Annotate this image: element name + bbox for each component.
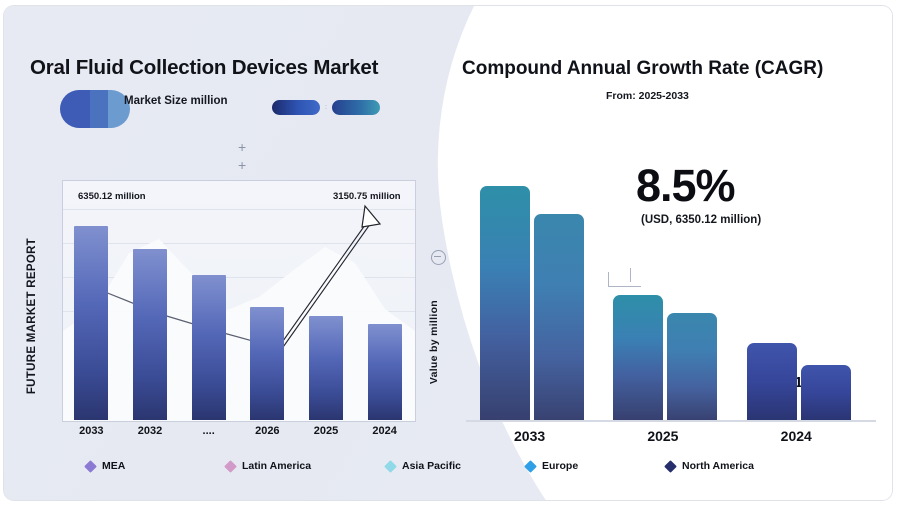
left-chart-title: Oral Fluid Collection Devices Market: [30, 56, 379, 79]
legend-item-asia-pacific[interactable]: Asia Pacific: [384, 459, 461, 473]
decorative-bracket: [608, 272, 641, 287]
left-annotation-end: 3150.75 million: [333, 191, 401, 202]
left-x-label: ....: [202, 425, 215, 437]
right-bar: [534, 213, 584, 420]
cagr-note: (USD, 6350.12 million): [641, 214, 762, 226]
right-bar: [746, 342, 797, 420]
legend-diamond-icon: [384, 459, 397, 473]
right-x-label: 2025: [647, 428, 679, 444]
left-x-label: 2032: [137, 425, 163, 437]
left-x-axis-labels: 2033 2032.... 2026 2025 2024: [62, 425, 414, 443]
right-x-label: 2024: [780, 428, 812, 444]
left-bar: [367, 323, 402, 420]
left-trendline-overlay: [95, 204, 382, 351]
gradient-pill-2: [331, 100, 380, 115]
minus-circle-icon: [431, 250, 446, 265]
right-x-label: 2033: [514, 428, 546, 444]
right-bar: [667, 313, 718, 420]
left-bar: [309, 316, 343, 420]
decorative-bracket-tick: [630, 268, 631, 282]
left-x-label: 2026: [255, 425, 280, 437]
legend-label: Europe: [542, 460, 579, 472]
plus-icon-2: +: [238, 157, 247, 173]
market-size-caption: Market Size million: [124, 95, 228, 107]
right-baseline: [466, 420, 876, 422]
gradient-pill-1: [272, 100, 320, 115]
right-chart-subtitle: From: 2025-2033: [606, 90, 689, 102]
right-bar: [800, 364, 851, 420]
plus-icon-1: +: [238, 139, 247, 155]
legend-diamond-icon: [664, 459, 677, 473]
left-bar: [191, 274, 226, 420]
legend-diamond-icon: [224, 459, 237, 473]
left-bar-series: ◫ ◫: [62, 180, 414, 420]
left-bar: [74, 225, 109, 420]
right-chart-title: Compound Annual Growth Rate (CAGR): [462, 58, 824, 79]
left-x-label: 2024: [372, 425, 397, 437]
right-bar-series: [470, 150, 870, 420]
left-y-axis-label: FUTURE MARKET REPORT: [26, 238, 38, 395]
legend-label: Asia Pacific: [402, 460, 461, 472]
legend-label: North America: [682, 460, 754, 472]
legend-diamond-icon: [524, 459, 537, 473]
right-y-axis-label: Value by million: [428, 300, 440, 385]
right-bar: [613, 294, 664, 420]
legend-pill-row: :: [272, 100, 380, 115]
left-annotation-start: 6350.12 million: [78, 191, 146, 202]
legend-item-latin-america[interactable]: Latin America: [224, 459, 312, 473]
legend-item-mea[interactable]: MEA: [84, 459, 126, 473]
legend-label: MEA: [102, 460, 126, 472]
legend-label: Latin America: [242, 460, 312, 472]
left-bar: [250, 306, 285, 420]
legend-item-europe[interactable]: Europe: [524, 459, 579, 473]
legend-item-north-america[interactable]: North America: [664, 459, 754, 473]
cagr-value: 8.5%: [636, 160, 736, 211]
right-bar: [480, 186, 530, 420]
brand-logo-icon: [60, 90, 130, 128]
left-x-label: 2033: [79, 425, 104, 437]
right-x-axis-labels: 2033 2025 2024: [466, 428, 878, 448]
left-bar: [133, 248, 167, 420]
pill-separator: :: [325, 104, 327, 111]
left-x-label: 2025: [313, 425, 339, 437]
legend-diamond-icon: [84, 459, 97, 473]
